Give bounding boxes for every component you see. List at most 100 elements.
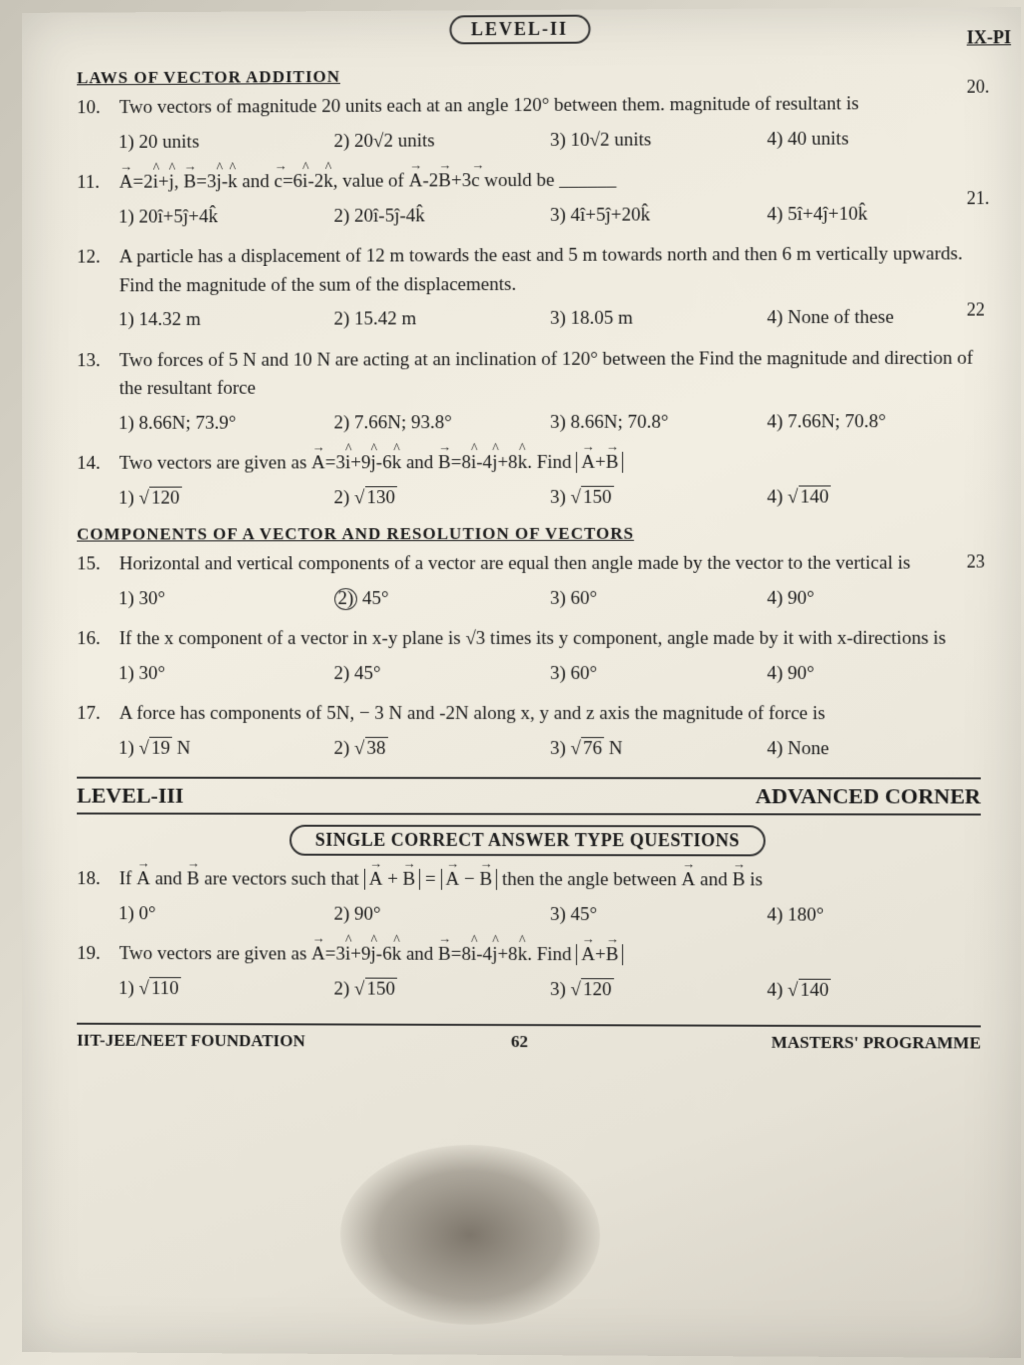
options-row: 1) 30° 2) 45° 3) 60° 4) 90° [114, 582, 980, 615]
question-number: 15. [77, 550, 115, 578]
question-number: 13. [77, 347, 115, 376]
q19-find: . Find [527, 944, 576, 965]
question-text: Two forces of 5 N and 10 N are acting at… [119, 344, 973, 403]
right-ref-22: 22 [967, 299, 1011, 320]
option: 3) √120 [546, 974, 763, 1007]
q14-find: . Find [527, 452, 576, 473]
right-ref-23: 23 [967, 551, 1011, 572]
footer-left: IIT-JEE/NEET FOUNDATION [77, 1031, 305, 1052]
option: 4) 90° [763, 582, 981, 615]
option: 1) 20 units [114, 125, 329, 158]
options-row: 1) √19 N 2) √38 3) √76 N 4) None [114, 732, 980, 765]
question-text: A force has components of 5N, − 3 N and … [119, 700, 973, 729]
option: 3) √76 N [546, 733, 763, 766]
question-text: Two vectors of magnitude 20 units each a… [119, 90, 973, 123]
option: 2) 20√2 units [330, 124, 546, 157]
q19-prefix: Two vectors are given as [119, 943, 311, 964]
question-text: Horizontal and vertical components of a … [119, 549, 973, 578]
question-11: 11. A=2i+j, B=3j-k and c=6i-2k, value of… [77, 165, 981, 234]
question-number: 17. [77, 700, 115, 728]
level-header-pill: LEVEL-II [449, 15, 590, 45]
level-iii-header: LEVEL-III ADVANCED CORNER [77, 777, 981, 816]
option: 1) 0° [114, 898, 329, 931]
option: 4) √140 [763, 974, 981, 1007]
footer-right: MASTERS' PROGRAMME [771, 1033, 981, 1054]
section-title-laws: LAWS OF VECTOR ADDITION [77, 64, 981, 89]
option: 1) 30° [114, 658, 329, 690]
option: 2) 15.42 m [330, 303, 546, 336]
q18-prefix: If [119, 868, 136, 889]
option: 1) 30° [114, 583, 329, 616]
option: 1) √19 N [114, 732, 329, 765]
right-margin-column: IX-PI 20. 21. 22 23 [967, 27, 1011, 663]
option: 2) √150 [330, 973, 546, 1006]
option: 1) √110 [114, 972, 329, 1005]
q18-mid: are vectors such that [199, 868, 363, 889]
q18-then: then the angle between [497, 869, 681, 890]
advanced-corner-label: ADVANCED CORNER [756, 783, 981, 809]
question-number: 19. [77, 940, 115, 968]
question-number: 14. [77, 450, 115, 478]
options-row: 1) √120 2) √130 3) √150 4) √140 [114, 481, 980, 515]
option: 3) 18.05 m [546, 302, 763, 335]
option: 4) 90° [763, 657, 981, 690]
section-title-components: COMPONENTS OF A VECTOR AND RESOLUTION OF… [77, 523, 981, 544]
question-10: 10. Two vectors of magnitude 20 units ea… [77, 90, 981, 159]
page-footer: IIT-JEE/NEET FOUNDATION 62 MASTERS' PROG… [77, 1025, 981, 1054]
q18-is: is [745, 869, 763, 890]
question-16: 16. If the x component of a vector in x-… [77, 625, 981, 690]
question-text: A=2i+j, B=3j-k and c=6i-2k, value of A-2… [119, 165, 973, 197]
options-row: 1) 20 units 2) 20√2 units 3) 10√2 units … [114, 122, 980, 159]
question-number: 18. [77, 865, 115, 893]
option: 2) √38 [330, 732, 546, 765]
option: 3) 45° [546, 899, 763, 932]
question-15: 15. Horizontal and vertical components o… [77, 549, 981, 615]
option: 4) None of these [763, 301, 981, 334]
options-row: 1) 0° 2) 90° 3) 45° 4) 180° [114, 898, 980, 932]
question-text: Two vectors are given as A=3i+9j-6k and … [119, 448, 973, 478]
question-text: If A and B are vectors such that A + B =… [119, 865, 973, 895]
option: 4) None [763, 733, 981, 766]
option: 2) 20î-5ĵ-4k̂ [330, 199, 546, 232]
question-text: Two vectors are given as A=3i+9j-6k and … [119, 940, 973, 971]
option: 4) 180° [763, 899, 981, 932]
option: 1) 14.32 m [114, 304, 329, 337]
question-12: 12. A particle has a displacement of 12 … [77, 240, 981, 337]
question-type-pill: SINGLE CORRECT ANSWER TYPE QUESTIONS [289, 825, 765, 857]
options-row: 1) 14.32 m 2) 15.42 m 3) 18.05 m 4) None… [114, 301, 980, 336]
option: 2) 7.66N; 93.8° [330, 406, 546, 439]
question-19: 19. Two vectors are given as A=3i+9j-6k … [77, 940, 981, 1007]
option: 2) 45° [330, 582, 546, 615]
question-number: 16. [77, 625, 115, 653]
option: 3) 60° [546, 657, 763, 690]
option: 1) √120 [114, 482, 329, 515]
question-number: 12. [77, 244, 115, 273]
level-iii-label: LEVEL-III [77, 783, 184, 809]
option: 3) 60° [546, 582, 763, 615]
question-number: 10. [77, 94, 115, 123]
question-13: 13. Two forces of 5 N and 10 N are actin… [77, 344, 981, 440]
question-text: A particle has a displacement of 12 m to… [119, 240, 973, 300]
right-margin-label: IX-PI [967, 27, 1011, 48]
option: 2) √130 [330, 481, 546, 514]
q14-prefix: Two vectors are given as [119, 452, 311, 473]
question-number: 11. [77, 169, 115, 198]
option: 4) 40 units [763, 122, 981, 156]
option: 3) 10√2 units [546, 123, 763, 157]
question-text: If the x component of a vector in x-y pl… [119, 625, 973, 654]
pill-wrapper: SINGLE CORRECT ANSWER TYPE QUESTIONS [77, 814, 981, 866]
page: LEVEL-II IX-PI 20. 21. 22 23 LAWS OF VEC… [22, 7, 1021, 1358]
question-17: 17. A force has components of 5N, − 3 N … [77, 700, 981, 765]
options-row: 1) 20î+5ĵ+4k̂ 2) 20î-5ĵ-4k̂ 3) 4î+5ĵ+20k… [114, 198, 980, 234]
right-ref-20: 20. [967, 76, 1011, 97]
question-14: 14. Two vectors are given as A=3i+9j-6k … [77, 448, 981, 515]
option: 1) 8.66N; 73.9° [114, 407, 329, 440]
option: 3) 8.66N; 70.8° [546, 406, 763, 439]
q14-and: and [401, 452, 438, 473]
option: 4) 5î+4ĵ+10k̂ [763, 198, 981, 231]
options-row: 1) 30° 2) 45° 3) 60° 4) 90° [114, 657, 980, 690]
right-ref-21: 21. [967, 188, 1011, 209]
question-18: 18. If A and B are vectors such that A +… [77, 865, 981, 932]
q19-and: and [401, 944, 438, 965]
option: 4) √140 [763, 481, 981, 514]
